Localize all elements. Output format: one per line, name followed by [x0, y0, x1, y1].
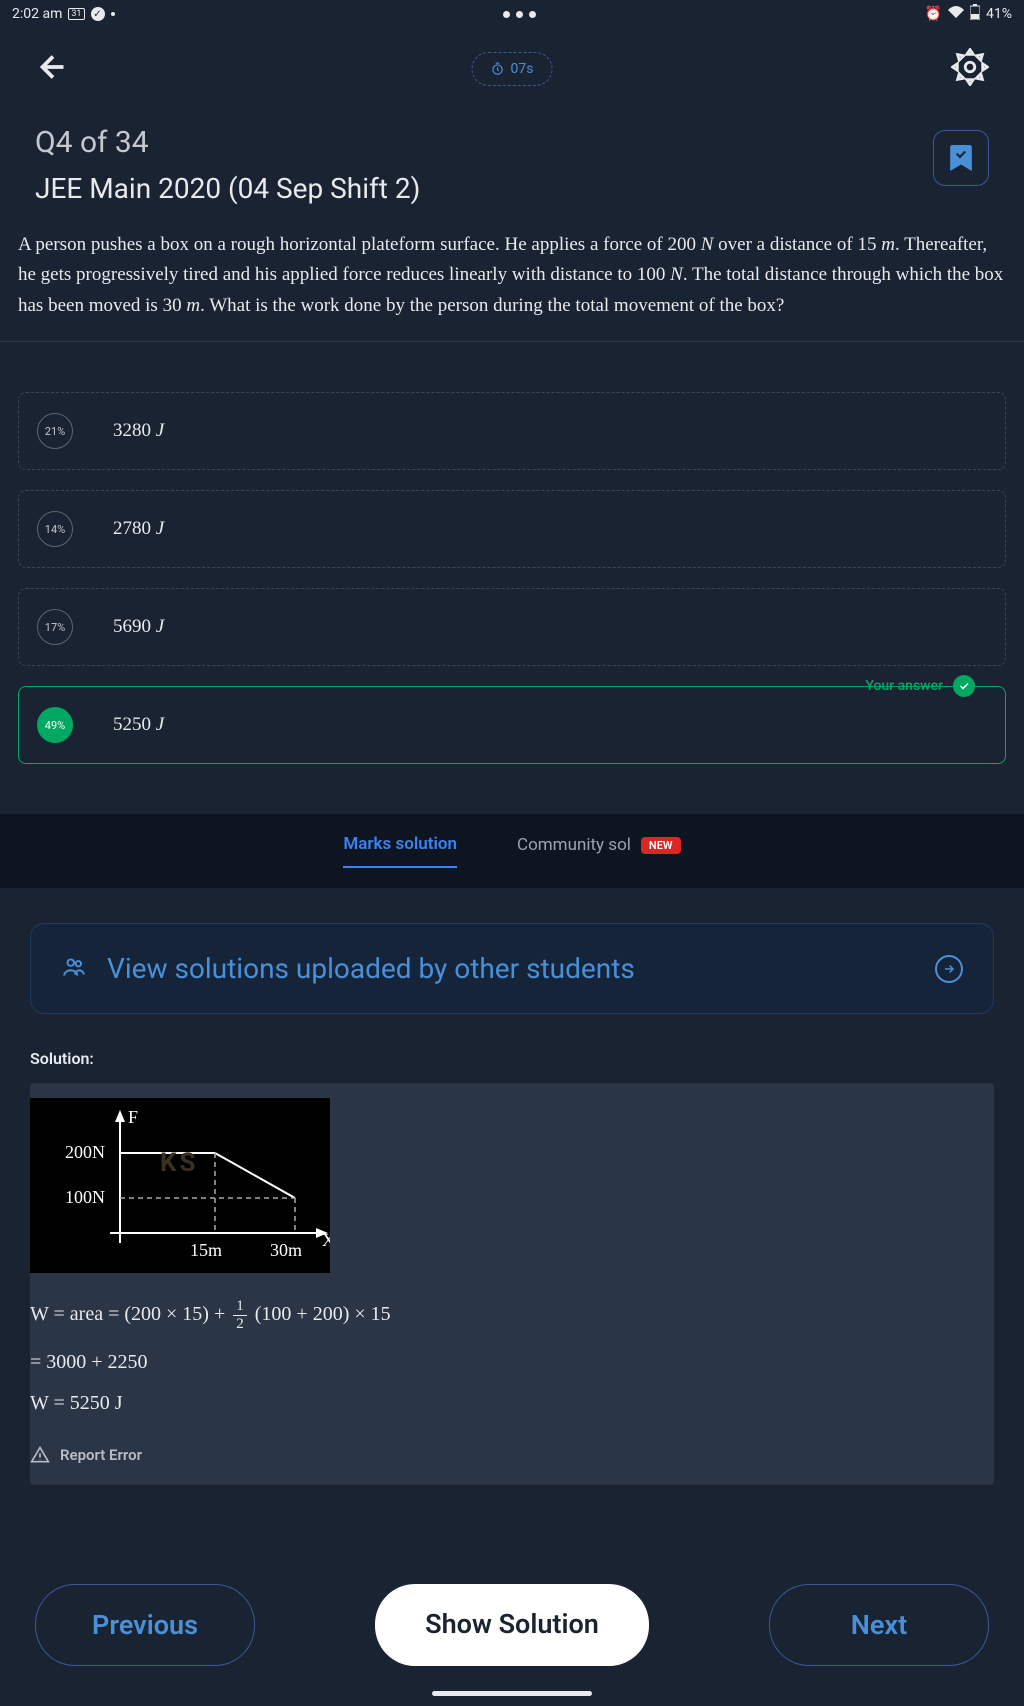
qtext-u2: m	[881, 234, 895, 255]
svg-text:100N: 100N	[65, 1187, 105, 1207]
qtext-p1: A person pushes a box on a rough horizon…	[18, 234, 667, 255]
option-a[interactable]: 21% 3280 J	[18, 392, 1006, 470]
svg-text:200N: 200N	[65, 1142, 105, 1162]
option-percent: 49%	[37, 707, 73, 743]
formula-3: W = 5250 J	[30, 1392, 994, 1415]
view-solutions-card[interactable]: View solutions uploaded by other student…	[30, 923, 994, 1014]
qtext-p2: over a distance of	[713, 234, 857, 255]
option-c[interactable]: 17% 5690 J	[18, 588, 1006, 666]
qtext-v4: 30	[163, 295, 187, 316]
option-text: 3280 J	[113, 420, 164, 442]
next-button[interactable]: Next	[769, 1584, 989, 1666]
option-d[interactable]: Your answer 49% 5250 J	[18, 686, 1006, 764]
qtext-u4: m	[186, 295, 200, 316]
view-solutions-text: View solutions uploaded by other student…	[107, 952, 635, 985]
solution-label: Solution:	[30, 1049, 994, 1083]
battery-percent: 41%	[986, 6, 1012, 22]
dot-icon	[111, 12, 115, 16]
timer-value: 07s	[511, 61, 534, 77]
watermark: KS	[160, 1148, 199, 1178]
qtext-v1: 200	[667, 234, 700, 255]
option-b[interactable]: 14% 2780 J	[18, 490, 1006, 568]
camera-notch	[503, 11, 536, 18]
option-text: 2780 J	[113, 518, 164, 540]
tab-marks-solution[interactable]: Marks solution	[343, 834, 457, 868]
check-circle-icon	[953, 675, 975, 697]
qtext-p5: . What is the work done by the person du…	[200, 295, 784, 316]
svg-text:15m: 15m	[190, 1240, 222, 1260]
solution-graph: KS F 200N 100N 15m 30m	[30, 1098, 330, 1273]
bookmark-button[interactable]	[933, 130, 989, 186]
tab-community-solution[interactable]: Community sol NEW	[517, 835, 681, 867]
home-indicator[interactable]	[432, 1691, 592, 1696]
question-header: Q4 of 34 JEE Main 2020 (04 Sep Shift 2)	[0, 110, 1024, 230]
exam-title: JEE Main 2020 (04 Sep Shift 2)	[35, 172, 933, 205]
question-text: A person pushes a box on a rough horizon…	[0, 230, 1024, 341]
arrow-right-icon	[935, 955, 963, 983]
timer-pill: 07s	[472, 52, 553, 86]
wifi-icon	[948, 6, 964, 22]
question-number: Q4 of 34	[35, 125, 933, 160]
show-solution-button[interactable]: Show Solution	[375, 1584, 649, 1666]
status-bar: 2:02 am 31 ✓ ⏰ 41%	[0, 0, 1024, 28]
qtext-v2: 15	[857, 234, 881, 255]
bottom-buttons: Previous Show Solution Next	[0, 1584, 1024, 1666]
previous-button[interactable]: Previous	[35, 1584, 255, 1666]
formula-1: W = area = (200 × 15) + 12 (100 + 200) ×…	[30, 1298, 994, 1333]
qtext-u1: N	[701, 234, 714, 255]
option-percent: 21%	[37, 413, 73, 449]
qtext-u3: N	[670, 264, 683, 285]
report-error-label: Report Error	[60, 1446, 142, 1464]
answer-badge: Your answer	[865, 675, 975, 697]
check-icon: ✓	[91, 7, 105, 21]
your-answer-label: Your answer	[865, 678, 943, 694]
calendar-icon: 31	[68, 8, 84, 20]
settings-button[interactable]	[951, 48, 989, 90]
svg-text:F: F	[128, 1107, 138, 1127]
option-text: 5690 J	[113, 616, 164, 638]
option-text: 5250 J	[113, 714, 164, 736]
back-button[interactable]	[35, 49, 71, 89]
app-header: 07s	[0, 28, 1024, 110]
formula-2: = 3000 + 2250	[30, 1351, 994, 1374]
options-container: 21% 3280 J 14% 2780 J 17% 5690 J Your an…	[0, 342, 1024, 814]
new-badge: NEW	[641, 837, 681, 854]
tab-community-label: Community sol	[517, 835, 631, 855]
alarm-icon: ⏰	[925, 6, 942, 22]
tabs-section: Marks solution Community sol NEW	[0, 814, 1024, 888]
svg-text:30m: 30m	[270, 1240, 302, 1260]
people-icon	[61, 954, 87, 984]
qtext-v3: 100	[637, 264, 670, 285]
report-error-button[interactable]: Report Error	[30, 1445, 994, 1465]
svg-text:X: X	[322, 1230, 330, 1250]
battery-icon	[970, 4, 980, 24]
status-time: 2:02 am	[12, 6, 62, 22]
solution-section: KS F 200N 100N 15m 30m	[30, 1083, 994, 1485]
option-percent: 17%	[37, 609, 73, 645]
option-percent: 14%	[37, 511, 73, 547]
